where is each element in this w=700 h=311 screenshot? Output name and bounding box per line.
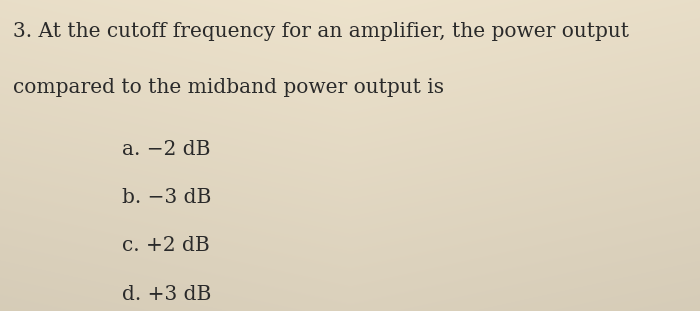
Text: a. −2 dB: a. −2 dB [122,140,211,159]
Text: compared to the midband power output is: compared to the midband power output is [13,78,444,97]
Text: 3. At the cutoff frequency for an amplifier, the power output: 3. At the cutoff frequency for an amplif… [13,22,629,41]
Text: c. +2 dB: c. +2 dB [122,236,210,255]
Text: d. +3 dB: d. +3 dB [122,285,212,304]
Text: b. −3 dB: b. −3 dB [122,188,212,207]
